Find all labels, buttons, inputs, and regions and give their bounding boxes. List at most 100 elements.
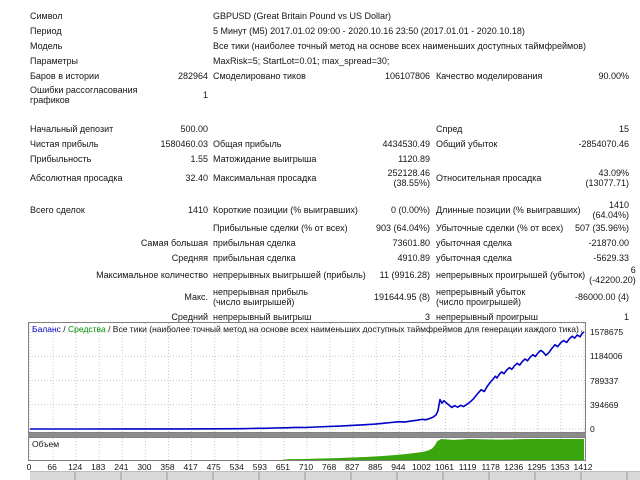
stat-label: Период — [30, 25, 62, 36]
stat-value: 1580460.03 — [160, 138, 208, 149]
stat-label: непрерывный выигрыш — [213, 311, 312, 322]
panel-splitter[interactable] — [28, 433, 586, 437]
report-row: Самая большая прибыльная сделка 73601.80 … — [30, 235, 630, 250]
x-axis-label: 1119 — [458, 462, 477, 472]
stat-label: прибыльная сделка — [213, 252, 296, 263]
stat-value: 6 (-42200.20) — [589, 265, 636, 285]
stat-value: 73601.80 — [392, 237, 430, 248]
y-axis-label: 0 — [590, 424, 595, 434]
x-axis-label: 241 — [114, 462, 129, 472]
stat-value: 252128.46 (38.55%) — [387, 168, 430, 188]
x-axis-label: 0 — [26, 462, 32, 472]
report-row: Символ GBPUSD (Great Britain Pound vs US … — [30, 8, 630, 23]
x-axis-label: 475 — [206, 462, 221, 472]
report-row: Абсолютная просадка 32.40 Максимальная пр… — [30, 166, 630, 190]
stat-label: убыточная сделка — [436, 252, 512, 263]
report-row: Модель Все тики (наиболее точный метод на… — [30, 38, 630, 53]
stat-label: Самая большая — [140, 237, 208, 248]
stat-label: Средний — [171, 311, 208, 322]
stat-value: 1 — [202, 90, 208, 100]
x-axis-label: 534 — [229, 462, 244, 472]
chart-legend: Баланс / Средства / Все тики (наиболее т… — [32, 324, 582, 334]
report-row: Средняя прибыльная сделка 4910.89 убыточн… — [30, 250, 630, 265]
stat-label: Параметры — [30, 55, 78, 66]
x-axis-label: 1002 — [411, 462, 431, 472]
stat-value: 15 — [618, 123, 629, 134]
stat-label: Короткие позиции (% выигравших) — [213, 205, 358, 215]
volume-label: Объем — [32, 439, 60, 449]
legend-model: Все тики (наиболее точный метод на основ… — [112, 324, 582, 334]
volume-bars-plot — [29, 438, 585, 460]
stat-label: непрерывных выигрышей (прибыль) — [213, 270, 366, 280]
stat-value: 1.55 — [190, 153, 208, 164]
report-row: Баров в истории 282964 Смоделировано тико… — [30, 68, 630, 83]
stat-value: GBPUSD (Great Britain Pound vs US Dollar… — [213, 10, 392, 21]
stat-label: Максимальное количество — [96, 270, 208, 280]
x-axis-label: 1236 — [504, 462, 524, 472]
balance-line-plot — [29, 323, 585, 432]
x-axis-label: 710 — [298, 462, 314, 472]
stat-label: Символ — [30, 10, 63, 21]
x-axis-label: 417 — [183, 462, 198, 472]
report-row: Начальный депозит 500.00 Спред 15 — [30, 121, 630, 136]
report-row: Макс. непрерывная прибыль (число выигрыш… — [30, 285, 630, 309]
x-axis-label: 183 — [91, 462, 106, 472]
stat-label: Баров в истории — [30, 70, 100, 81]
stat-value: 11 (9916.28) — [379, 270, 430, 280]
stat-label: убыточная сделка — [436, 237, 512, 248]
report-row: Прибыльные сделки (% от всех) 903 (64.04%… — [30, 220, 630, 235]
legend-balance: Баланс — [32, 324, 61, 334]
stat-label: Смоделировано тиков — [213, 70, 306, 81]
y-axis-label: 394669 — [590, 399, 619, 410]
report-row: Прибыльность 1.55 Матожидание выигрыша 112… — [30, 151, 630, 166]
stat-label: Всего сделок — [30, 205, 85, 215]
stat-label: Матожидание выигрыша — [213, 153, 317, 164]
stat-value: 282964 — [177, 70, 208, 81]
stat-label: Абсолютная просадка — [30, 173, 123, 183]
stat-label: Прибыльность — [30, 153, 92, 164]
stat-label: Макс. — [184, 292, 208, 302]
stat-value: Все тики (наиболее точный метод на основ… — [213, 40, 586, 51]
stat-label: непрерывная прибыль (число выигрышей) — [213, 287, 308, 307]
stat-value: 1410 (64.04%) — [592, 200, 629, 220]
legend-separator: / — [105, 324, 113, 334]
stat-label: Модель — [30, 40, 63, 51]
stat-label: Прибыльные сделки (% от всех) — [213, 222, 348, 233]
stat-value: -5629.33 — [593, 252, 629, 263]
x-axis-label: 1295 — [527, 462, 547, 472]
report-row: Максимальное количество непрерывных выиг… — [30, 265, 636, 285]
stat-value: -2854070.46 — [578, 138, 629, 149]
stat-label: непрерывный убыток (число проигрышей) — [436, 287, 526, 307]
report-row: Всего сделок 1410 Короткие позиции (% выи… — [30, 200, 630, 220]
x-axis-label: 1061 — [435, 462, 454, 472]
y-axis-label: 789337 — [590, 375, 619, 386]
stat-label: Максимальная просадка — [213, 173, 317, 183]
report-row: Средний непрерывный выигрыш 3 непрерывный… — [30, 309, 630, 324]
stat-label: Начальный депозит — [30, 123, 114, 134]
x-axis-label: 1353 — [550, 462, 570, 472]
x-axis-label: 944 — [391, 462, 406, 472]
stat-label: прибыльная сделка — [213, 237, 296, 248]
report-row: Период 5 Минут (M5) 2017.01.02 09:00 - 20… — [30, 23, 630, 38]
x-axis-label: 124 — [68, 462, 83, 472]
stat-value: 903 (64.04%) — [375, 222, 430, 233]
x-axis-label: 1412 — [573, 462, 593, 472]
report-row: Чистая прибыль 1580460.03 Общая прибыль 44… — [30, 136, 630, 151]
stat-value: 500.00 — [180, 123, 208, 134]
stat-value: 106107806 — [384, 70, 430, 81]
y-axis-label: 1578675 — [590, 327, 624, 337]
stat-value: 1 — [623, 311, 629, 322]
stat-label: Относительная просадка — [436, 173, 542, 183]
x-axis-label: 651 — [275, 462, 290, 472]
stat-label: Спред — [436, 123, 463, 134]
stat-value: 5 Минут (M5) 2017.01.02 09:00 - 2020.10.… — [213, 25, 525, 36]
horizontal-scrollbar[interactable] — [30, 471, 640, 480]
stat-value: 4434530.49 — [382, 138, 430, 149]
x-axis-label: 827 — [345, 462, 360, 472]
stat-label: Длинные позиции (% выигравших) — [436, 205, 581, 215]
stat-value: -21870.00 — [588, 237, 629, 248]
stat-value: 90.00% — [598, 70, 629, 81]
x-axis-label: 358 — [160, 462, 175, 472]
stat-value: 507 (35.96%) — [574, 222, 629, 233]
